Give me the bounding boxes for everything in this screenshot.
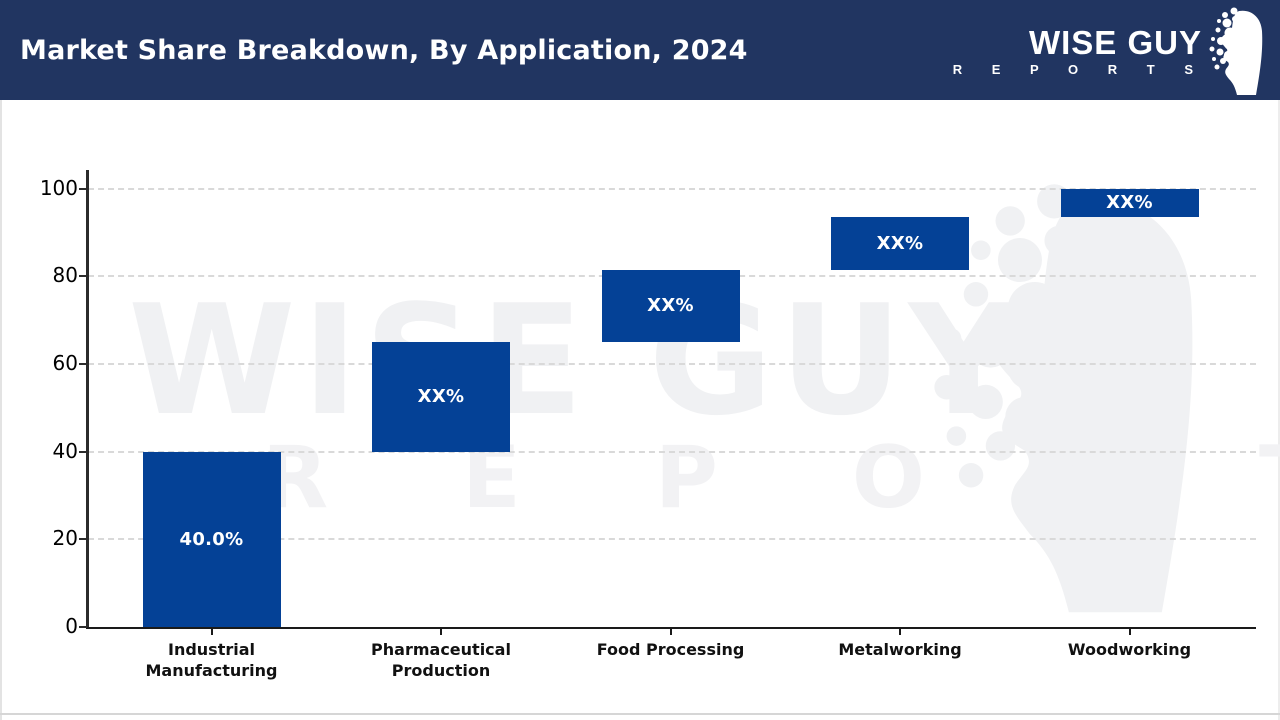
gridline-100 (88, 187, 1256, 190)
x-axis-category-label: Food Processing (596, 640, 745, 659)
bar-food-processing: XX% (601, 269, 740, 343)
y-tick-label: 20 (52, 526, 78, 551)
bar-value-label: XX% (876, 232, 924, 254)
y-tick-mark (79, 450, 87, 453)
header-bar: Market Share Breakdown, By Application, … (0, 0, 1280, 100)
gridline-20 (88, 538, 1256, 541)
gridline-40 (88, 450, 1256, 453)
face-profile-icon (1209, 7, 1263, 95)
bar-metalworking: XX% (831, 217, 969, 270)
y-axis-line (86, 170, 89, 629)
gridline-60 (88, 362, 1256, 365)
frame-border-bottom (0, 713, 1280, 715)
y-tick-mark (79, 275, 87, 278)
y-tick-mark (79, 626, 87, 628)
watermark-wordmark: WISE GUY (128, 272, 1025, 449)
y-tick-mark (79, 538, 87, 541)
x-axis-category-label: Woodworking (1067, 640, 1192, 659)
chart-title: Market Share Breakdown, By Application, … (20, 34, 748, 66)
bar-value-label: XX% (417, 386, 465, 408)
wiseguy-logo: WISE GUY R E P O R T S (953, 0, 1270, 100)
y-tick-label: 100 (39, 175, 78, 200)
frame-border-left (0, 100, 2, 720)
y-tick-label: 60 (52, 350, 78, 375)
x-tick-mark (899, 629, 901, 635)
bar-pharmaceutical-production: XX% (372, 342, 510, 452)
x-tick-mark (440, 629, 442, 635)
brain-dots (1209, 7, 1243, 81)
bar-industrial-manufacturing: 40.0% (142, 451, 281, 627)
bar-value-label: XX% (647, 295, 694, 317)
y-tick-mark (79, 362, 87, 365)
x-tick-mark (1128, 629, 1131, 635)
bar-value-label: 40.0% (179, 528, 244, 550)
bar-woodworking: XX% (1060, 188, 1199, 218)
x-tick-mark (669, 629, 672, 635)
x-axis-line (86, 626, 1256, 629)
logo-subtitle: R E P O R T S (952, 62, 1206, 77)
frame-border-right (1278, 100, 1280, 720)
x-axis-category-label: Metalworking (838, 640, 962, 659)
x-tick-mark (210, 629, 213, 635)
y-tick-label: 40 (52, 438, 78, 463)
y-tick-label: 0 (65, 614, 78, 639)
y-tick-label: 80 (52, 263, 78, 288)
x-axis-category-label: Industrial Manufacturing (145, 640, 278, 680)
x-axis-category-label: Pharmaceutical Production (371, 640, 511, 680)
watermark-face-icon (934, 184, 1193, 613)
bar-value-label: XX% (1106, 192, 1153, 214)
y-tick-mark (79, 187, 87, 190)
logo-wordmark: WISE GUY (1028, 24, 1202, 61)
